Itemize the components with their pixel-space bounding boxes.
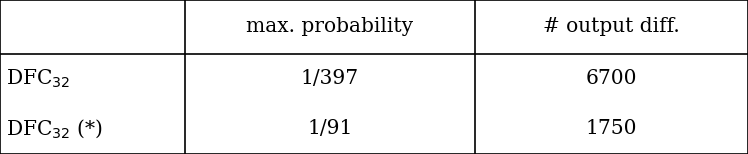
Text: DFC$_{32}$ (*): DFC$_{32}$ (*): [6, 118, 102, 140]
Text: DFC$_{32}$: DFC$_{32}$: [6, 68, 70, 90]
Text: 1/91: 1/91: [307, 120, 353, 138]
Text: 1750: 1750: [586, 120, 637, 138]
Text: max. probability: max. probability: [246, 18, 414, 36]
Text: 1/397: 1/397: [301, 69, 359, 89]
Text: # output diff.: # output diff.: [543, 18, 680, 36]
Text: 6700: 6700: [586, 69, 637, 89]
